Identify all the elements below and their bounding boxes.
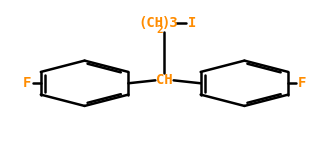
Text: F: F <box>298 76 306 90</box>
Text: 2: 2 <box>156 25 163 35</box>
Text: CH: CH <box>156 73 173 87</box>
Text: (CH: (CH <box>139 16 164 30</box>
Text: F: F <box>23 76 31 90</box>
Text: I: I <box>188 16 196 30</box>
Text: )3: )3 <box>162 16 179 30</box>
